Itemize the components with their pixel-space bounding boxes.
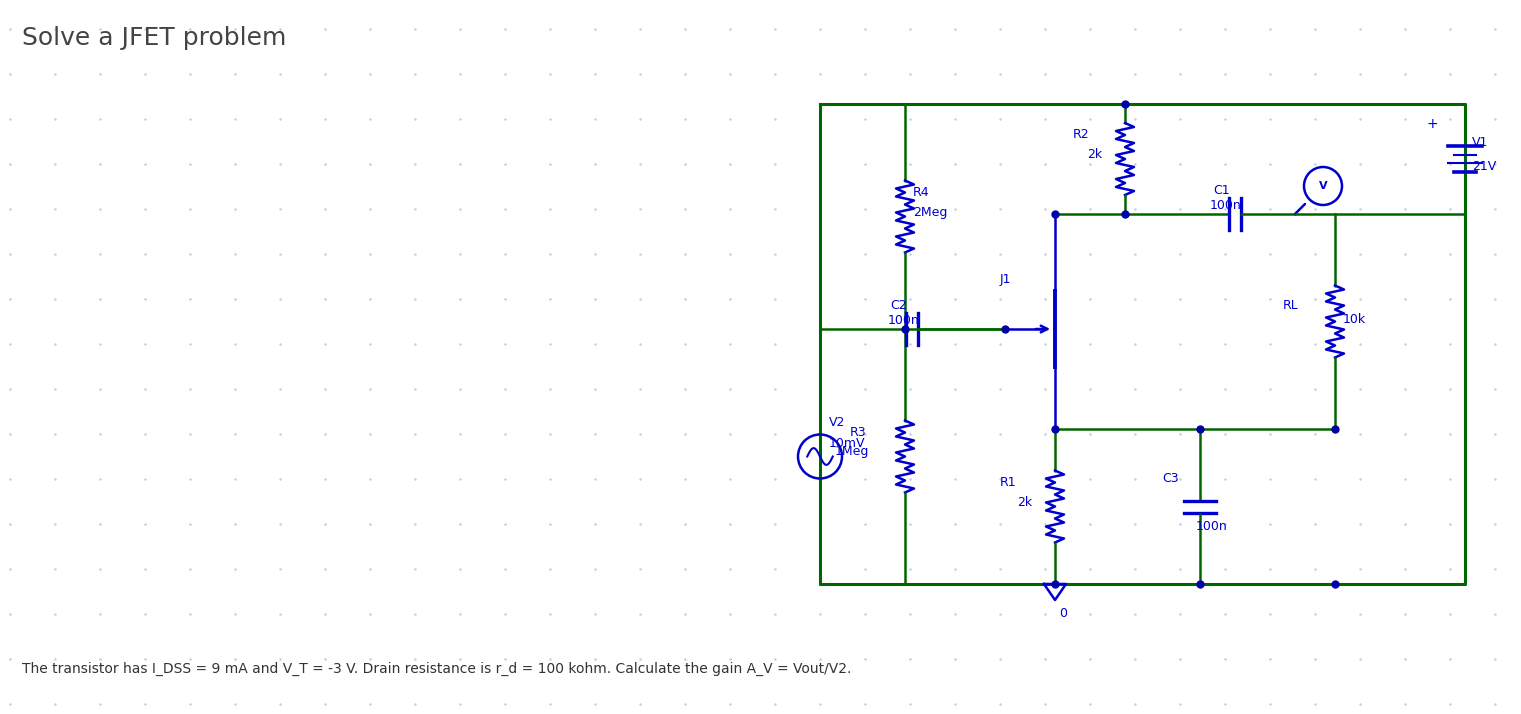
Text: 0: 0 [1059, 607, 1068, 620]
Text: C1: C1 [1214, 184, 1229, 197]
Text: 10k: 10k [1343, 313, 1366, 326]
Text: R4: R4 [913, 186, 929, 198]
Text: 10mV: 10mV [829, 436, 865, 450]
Text: +: + [1427, 117, 1439, 131]
Text: 2k: 2k [1088, 148, 1103, 161]
Text: 1Meg: 1Meg [835, 446, 870, 458]
Text: Solve a JFET problem: Solve a JFET problem [21, 26, 286, 50]
Text: 100n: 100n [887, 314, 919, 327]
Text: J1: J1 [999, 273, 1011, 286]
Text: V1: V1 [1472, 136, 1489, 149]
Text: 100n: 100n [1211, 199, 1241, 212]
Text: 2Meg: 2Meg [913, 206, 948, 218]
Text: R1: R1 [999, 476, 1016, 488]
Text: The transistor has I_DSS = 9 mA and V_T = -3 V. Drain resistance is r_d = 100 ko: The transistor has I_DSS = 9 mA and V_T … [21, 662, 852, 676]
Text: C3: C3 [1162, 471, 1179, 485]
Text: C2: C2 [890, 299, 907, 312]
Text: 100n: 100n [1196, 520, 1227, 533]
Text: V2: V2 [829, 416, 846, 430]
Text: 2k: 2k [1018, 496, 1033, 508]
Text: R2: R2 [1072, 128, 1089, 141]
Text: RL: RL [1284, 298, 1299, 311]
Text: V: V [1319, 181, 1328, 191]
Text: R3: R3 [850, 426, 867, 438]
Text: 21V: 21V [1472, 160, 1497, 173]
